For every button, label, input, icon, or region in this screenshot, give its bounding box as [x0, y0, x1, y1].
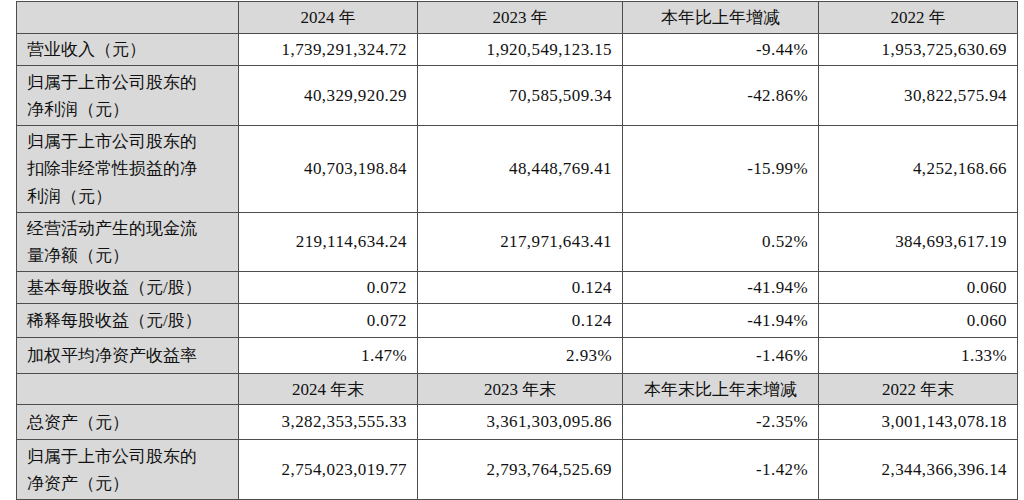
header-yoy-change: 本年比上年增减 — [623, 2, 819, 34]
cell-net-profit-2022: 30,822,575.94 — [819, 66, 1018, 126]
cell-diluted-eps-2024: 0.072 — [239, 304, 418, 338]
cell-total-assets-2023: 3,361,303,095.86 — [418, 405, 623, 440]
cell-net-assets-2022: 2,344,366,396.14 — [819, 440, 1018, 500]
cell-deducted-change: -15.99% — [623, 126, 819, 213]
cell-net-assets-change: -1.42% — [623, 440, 819, 500]
cell-diluted-eps-2023: 0.124 — [418, 304, 623, 338]
cell-basic-eps-change: -41.94% — [623, 272, 819, 304]
cell-cashflow-2024: 219,114,634.24 — [239, 212, 418, 271]
cell-total-assets-2024: 3,282,353,555.33 — [239, 405, 418, 440]
row-label-revenue: 营业收入（元） — [17, 34, 239, 66]
cell-net-profit-2024: 40,329,920.29 — [239, 66, 418, 126]
table-row-net-profit: 归属于上市公司股东的 净利润（元） 40,329,920.29 70,585,5… — [17, 66, 1018, 126]
cell-net-assets-2023: 2,793,764,525.69 — [418, 440, 623, 500]
row-label-net-profit: 归属于上市公司股东的 净利润（元） — [17, 66, 239, 126]
header-year-2022: 2022 年 — [819, 2, 1018, 34]
header-end-2024: 2024 年末 — [239, 374, 418, 405]
financial-report-page: 2024 年 2023 年 本年比上年增减 2022 年 营业收入（元） 1,7… — [0, 0, 1024, 500]
cell-net-profit-change: -42.86% — [623, 66, 819, 126]
cell-net-assets-2024: 2,754,023,019.77 — [239, 440, 418, 500]
cell-cashflow-change: 0.52% — [623, 212, 819, 271]
cell-cashflow-2023: 217,971,643.41 — [418, 212, 623, 271]
cell-deducted-2024: 40,703,198.84 — [239, 126, 418, 213]
cell-basic-eps-2024: 0.072 — [239, 272, 418, 304]
cell-deducted-2022: 4,252,168.66 — [819, 126, 1018, 213]
cell-revenue-2024: 1,739,291,324.72 — [239, 34, 418, 66]
table-row-weighted-avg-roe: 加权平均净资产收益率 1.47% 2.93% -1.46% 1.33% — [17, 338, 1018, 374]
cell-diluted-eps-2022: 0.060 — [819, 304, 1018, 338]
cell-roe-2023: 2.93% — [418, 338, 623, 374]
cell-cashflow-2022: 384,693,617.19 — [819, 212, 1018, 271]
header-year-2023: 2023 年 — [418, 2, 623, 34]
cell-deducted-2023: 48,448,769.41 — [418, 126, 623, 213]
row-label-net-assets: 归属于上市公司股东的 净资产（元） — [17, 440, 239, 500]
row-label-weighted-avg-roe: 加权平均净资产收益率 — [17, 338, 239, 374]
cell-diluted-eps-change: -41.94% — [623, 304, 819, 338]
row-label-diluted-eps: 稀释每股收益（元/股） — [17, 304, 239, 338]
cell-total-assets-2022: 3,001,143,078.18 — [819, 405, 1018, 440]
cell-total-assets-change: -2.35% — [623, 405, 819, 440]
header-row-annual: 2024 年 2023 年 本年比上年增减 2022 年 — [17, 2, 1018, 34]
header-empty-cell-2 — [17, 374, 239, 405]
cell-roe-2024: 1.47% — [239, 338, 418, 374]
cell-net-profit-2023: 70,585,509.34 — [418, 66, 623, 126]
table-row-revenue: 营业收入（元） 1,739,291,324.72 1,920,549,123.1… — [17, 34, 1018, 66]
row-label-operating-cashflow: 经营活动产生的现金流 量净额（元） — [17, 212, 239, 271]
financial-summary-table: 2024 年 2023 年 本年比上年增减 2022 年 营业收入（元） 1,7… — [16, 1, 1018, 500]
row-label-deducted-net-profit: 归属于上市公司股东的 扣除非经常性损益的净 利润（元） — [17, 126, 239, 213]
cell-revenue-2023: 1,920,549,123.15 — [418, 34, 623, 66]
header-row-year-end: 2024 年末 2023 年末 本年末比上年末增减 2022 年末 — [17, 374, 1018, 405]
header-end-2022: 2022 年末 — [819, 374, 1018, 405]
cell-roe-2022: 1.33% — [819, 338, 1018, 374]
cell-basic-eps-2022: 0.060 — [819, 272, 1018, 304]
row-label-basic-eps: 基本每股收益（元/股） — [17, 272, 239, 304]
header-empty-cell — [17, 2, 239, 34]
cell-roe-change: -1.46% — [623, 338, 819, 374]
header-year-end-change: 本年末比上年末增减 — [623, 374, 819, 405]
header-end-2023: 2023 年末 — [418, 374, 623, 405]
cell-revenue-2022: 1,953,725,630.69 — [819, 34, 1018, 66]
table-row-total-assets: 总资产（元） 3,282,353,555.33 3,361,303,095.86… — [17, 405, 1018, 440]
cell-revenue-change: -9.44% — [623, 34, 819, 66]
table-row-diluted-eps: 稀释每股收益（元/股） 0.072 0.124 -41.94% 0.060 — [17, 304, 1018, 338]
table-row-operating-cashflow: 经营活动产生的现金流 量净额（元） 219,114,634.24 217,971… — [17, 212, 1018, 271]
table-row-deducted-net-profit: 归属于上市公司股东的 扣除非经常性损益的净 利润（元） 40,703,198.8… — [17, 126, 1018, 213]
row-label-total-assets: 总资产（元） — [17, 405, 239, 440]
table-row-basic-eps: 基本每股收益（元/股） 0.072 0.124 -41.94% 0.060 — [17, 272, 1018, 304]
header-year-2024: 2024 年 — [239, 2, 418, 34]
cell-basic-eps-2023: 0.124 — [418, 272, 623, 304]
table-row-net-assets: 归属于上市公司股东的 净资产（元） 2,754,023,019.77 2,793… — [17, 440, 1018, 500]
